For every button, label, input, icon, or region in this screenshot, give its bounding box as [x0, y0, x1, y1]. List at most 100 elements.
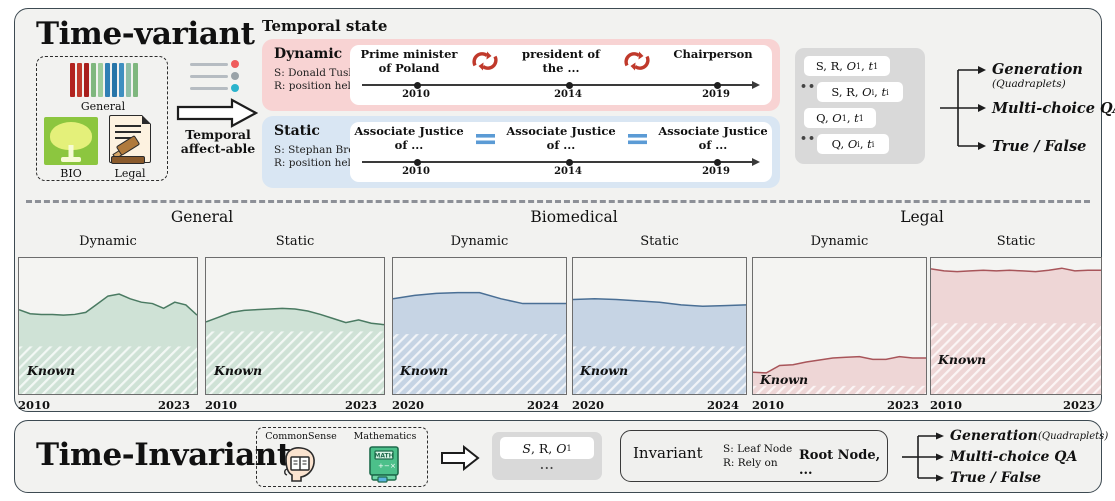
known-label-biomedical-static: Known — [580, 363, 629, 378]
invariant-sources-box: CommonSense Mathematics MATH + − × — [256, 427, 428, 487]
state-relation-static: R: position held — [274, 157, 358, 169]
invariant-task-branch-connector — [902, 432, 944, 482]
invariant-flow-arrow-icon — [441, 445, 480, 471]
static-state-item-0: Associate Justice of ... — [354, 124, 464, 152]
dynamic-state-item-1: president of the ... — [522, 47, 600, 75]
math-book-icon: MATH + − × — [369, 446, 399, 483]
temporal-affect-label: Temporal affect-able — [180, 127, 256, 156]
invariant-task-note-generation: (Quadraplets) — [1038, 431, 1109, 442]
invariant-ellipsis: ... — [540, 459, 555, 472]
legal-document-gavel-icon — [103, 115, 155, 165]
equals-icon — [628, 134, 647, 145]
xtick-general-dynamic-end: 2023 — [158, 398, 191, 412]
temporal-affect-arrow-icon — [176, 98, 258, 128]
invariant-task-label-multi-choice-qa: Multi-choice QA — [950, 449, 1078, 465]
corpus-sources-box: General BIO Legal — [36, 56, 168, 181]
invariant-source-label-mathematics: Mathematics — [353, 431, 417, 442]
dynamic-state-item-2: Chairperson — [673, 47, 753, 61]
known-label-biomedical-dynamic: Known — [400, 363, 449, 378]
panel-divider — [26, 200, 1090, 203]
static-state-item-1: Associate Justice of ... — [506, 124, 616, 152]
invariant-source-label-commonsense: CommonSense — [265, 431, 337, 442]
chart-legal-static — [930, 257, 1102, 395]
static-timeline-card: Associate Justice of ... Associate Justi… — [350, 122, 772, 182]
invariant-definition-subject: S: Leaf Node — [723, 443, 793, 455]
task-branch-connector — [940, 66, 986, 150]
static-state-item-2: Associate Justice of ... — [658, 124, 768, 152]
chart-subtitle-general-static: Static — [275, 234, 315, 249]
brain-book-icon — [284, 447, 315, 482]
svg-text:×: × — [390, 462, 396, 470]
svg-text:MATH: MATH — [374, 453, 393, 460]
dynamic-timeline-card: Prime minister of Poland president of th… — [350, 45, 772, 105]
static-year-2: 2019 — [702, 166, 730, 177]
corpus-label-legal: Legal — [114, 167, 146, 180]
xtick-general-static-end: 2023 — [345, 398, 378, 412]
xtick-legal-dynamic-start: 2010 — [752, 398, 785, 412]
chart-subtitle-legal-dynamic: Dynamic — [810, 234, 869, 249]
known-label-general-dynamic: Known — [27, 363, 76, 378]
xtick-biomedical-dynamic-start: 2020 — [392, 398, 425, 412]
state-name-dynamic: Dynamic — [274, 46, 343, 62]
chart-general-dynamic — [18, 257, 198, 395]
chart-group-title-biomedical: Biomedical — [530, 208, 618, 226]
dynamic-year-2: 2019 — [702, 89, 730, 100]
xtick-biomedical-static-end: 2024 — [707, 398, 740, 412]
chart-general-static — [205, 257, 385, 395]
dynamic-timeline-axis — [362, 80, 760, 90]
invariant-definition-object: Root Node, ... — [799, 448, 881, 478]
filter-sliders-icon — [190, 60, 246, 94]
invariant-definition-box: Invariant S: Leaf Node R: Rely on Root N… — [620, 430, 888, 482]
chart-subtitle-biomedical-static: Static — [640, 234, 679, 249]
task-label-multi-choice-qa: Multi-choice QA — [992, 100, 1115, 117]
temporal-state-row-dynamic: Dynamic S: Donald Tusk R: position held … — [262, 39, 780, 111]
corpus-label-general: General — [80, 100, 126, 113]
invariant-definition-relation: R: Rely on — [723, 457, 778, 469]
chart-biomedical-dynamic — [392, 257, 567, 395]
page-title-time-invariant: Time-Invariant — [36, 437, 291, 473]
chart-subtitle-general-dynamic: Dynamic — [79, 234, 137, 249]
invariant-task-label-true-false: True / False — [950, 470, 1042, 486]
invariant-task-label-generation: Generation — [950, 428, 1038, 444]
xtick-biomedical-static-start: 2020 — [572, 398, 605, 412]
svg-text:−: − — [384, 462, 390, 470]
xtick-legal-dynamic-end: 2023 — [887, 398, 920, 412]
refresh-icon — [624, 51, 650, 71]
state-relation-dynamic: R: position held — [274, 80, 358, 92]
known-label-general-static: Known — [214, 363, 263, 378]
equals-icon — [476, 134, 495, 145]
invariant-definition-name: Invariant — [633, 444, 703, 462]
static-year-1: 2014 — [554, 166, 582, 177]
known-label-legal-static: Known — [938, 352, 987, 367]
chart-biomedical-static — [572, 257, 747, 395]
state-name-static: Static — [274, 123, 320, 139]
static-timeline-axis — [362, 157, 760, 167]
temporal-state-row-static: Static S: Stephan Breyer R: position hel… — [262, 116, 780, 188]
dynamic-year-0: 2010 — [402, 89, 430, 100]
task-label-generation: Generation — [992, 61, 1083, 78]
state-subject-dynamic: S: Donald Tusk — [274, 67, 355, 79]
corpus-label-bio: BIO — [60, 167, 82, 180]
dynamic-year-1: 2014 — [554, 89, 582, 100]
xtick-legal-static-end: 2023 — [1063, 398, 1096, 412]
chart-legal-dynamic — [752, 257, 927, 395]
task-note-generation: (Quadraplets) — [992, 78, 1066, 90]
bio-tree-icon — [44, 117, 98, 165]
xtick-legal-static-start: 2010 — [930, 398, 963, 412]
chart-subtitle-legal-static: Static — [996, 234, 1036, 249]
static-year-0: 2010 — [402, 166, 430, 177]
xtick-general-static-start: 2010 — [205, 398, 238, 412]
refresh-icon — [472, 51, 498, 71]
chart-subtitle-biomedical-dynamic: Dynamic — [450, 234, 509, 249]
dynamic-state-item-0: Prime minister of Poland — [360, 47, 458, 75]
xtick-general-dynamic-start: 2010 — [18, 398, 51, 412]
chart-group-title-legal: Legal — [900, 208, 944, 226]
